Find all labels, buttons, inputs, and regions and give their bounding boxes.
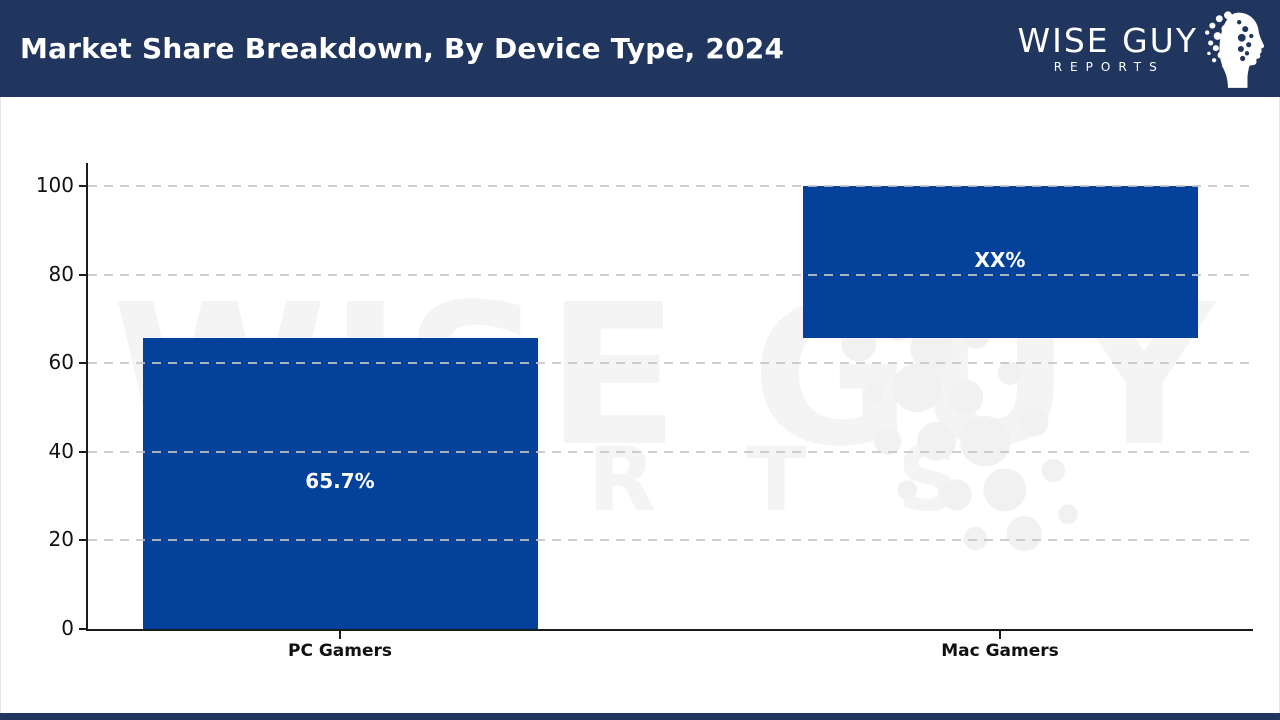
x-tick <box>339 631 341 639</box>
y-tick-label: 100 <box>35 173 74 197</box>
bar-value-label: 65.7% <box>305 469 375 494</box>
page-title: Market Share Breakdown, By Device Type, … <box>20 32 785 65</box>
bar-value-label: XX% <box>974 247 1026 272</box>
gridline <box>88 362 1253 365</box>
y-tick <box>79 273 88 276</box>
logo-subtext: REPORTS <box>1053 60 1165 74</box>
x-axis-line <box>86 629 1253 631</box>
y-tick-label: 20 <box>48 527 74 552</box>
y-tick-label: 0 <box>61 616 74 640</box>
bar <box>142 337 538 629</box>
y-axis-line <box>86 163 88 631</box>
x-category-label: Mac Gamers <box>941 641 1059 661</box>
gridline <box>88 185 1253 187</box>
y-tick <box>79 362 88 365</box>
logo-wordmark: WISE GUY <box>1017 21 1198 60</box>
y-tick <box>79 628 88 630</box>
gridline <box>88 273 1253 276</box>
header: Market Share Breakdown, By Device Type, … <box>0 0 1280 97</box>
y-tick-label: 40 <box>48 438 74 463</box>
bar <box>802 186 1198 338</box>
logo: WISE GUY REPORTS <box>1017 9 1266 89</box>
logo-head-icon <box>1205 10 1265 88</box>
y-tick <box>79 539 88 542</box>
y-tick-label: 80 <box>48 261 74 286</box>
x-category-label: PC Gamers <box>287 641 393 661</box>
gridline <box>88 539 1253 542</box>
y-tick-label: 60 <box>48 350 74 375</box>
gridline <box>88 450 1253 453</box>
x-tick <box>999 631 1001 639</box>
logo-text: WISE GUY REPORTS <box>1017 24 1198 73</box>
y-tick <box>79 450 88 453</box>
watermark-text-2: R T S <box>588 428 991 531</box>
y-tick <box>79 185 88 187</box>
footer-bar <box>0 713 1280 720</box>
